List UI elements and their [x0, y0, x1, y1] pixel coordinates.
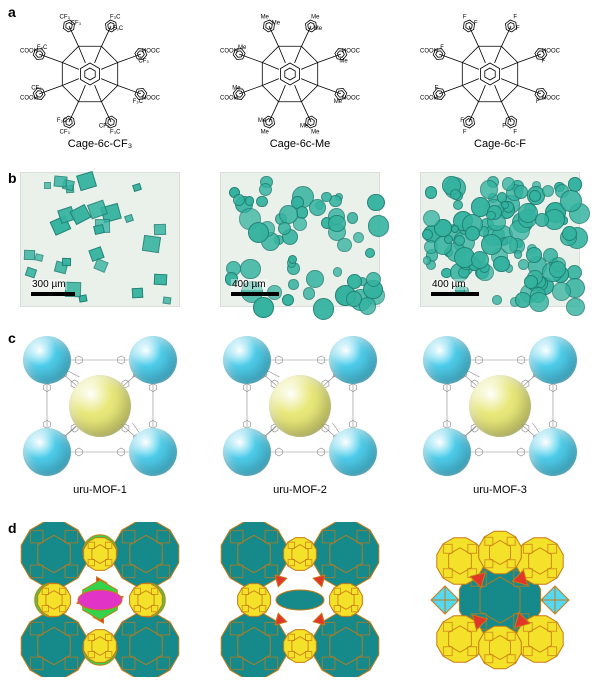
cell-d-1 — [215, 522, 385, 677]
cell-b-0: 300 µm — [20, 172, 180, 307]
svg-text:COOH: COOH — [220, 96, 238, 102]
svg-text:HOOC: HOOC — [142, 96, 161, 102]
svg-text:Me: Me — [334, 99, 343, 105]
svg-text:CF₃: CF₃ — [31, 85, 42, 91]
row-c: uru-MOF-1 uru-MOF-2 uru-MOF-3 — [0, 330, 600, 496]
cell-a-0: HOOCF₃CF₃CCF₃CF₃F₃CCOOHCF₃COOHF₃CCF₃CF₃F… — [15, 4, 185, 150]
scalebar-2: 400 µm — [431, 279, 479, 296]
svg-text:F: F — [516, 26, 520, 32]
caption-a-0: Cage-6c-CF₃ — [68, 138, 132, 150]
svg-text:F: F — [463, 129, 467, 134]
cell-b-1: 400 µm — [220, 172, 380, 307]
svg-text:Me: Me — [238, 45, 247, 51]
caption-c-2: uru-MOF-3 — [473, 484, 527, 496]
svg-text:F: F — [542, 59, 546, 65]
svg-text:Me: Me — [232, 85, 241, 91]
svg-text:F: F — [463, 15, 467, 21]
cell-c-2: uru-MOF-3 — [415, 330, 585, 496]
cell-c-0: uru-MOF-1 — [15, 330, 185, 496]
svg-text:F₃C: F₃C — [110, 129, 121, 134]
svg-text:Me: Me — [258, 118, 267, 124]
row-b: 300 µm 400 µm 400 µm — [0, 172, 600, 307]
svg-text:Me: Me — [339, 59, 348, 65]
svg-text:F: F — [513, 15, 517, 21]
svg-text:CF₃: CF₃ — [99, 124, 110, 130]
svg-text:COOH: COOH — [20, 48, 38, 54]
svg-text:Me: Me — [300, 124, 309, 130]
micrograph-2: 400 µm — [420, 172, 580, 307]
svg-text:HOOC: HOOC — [342, 96, 361, 102]
scalebar-bar — [231, 292, 279, 296]
svg-text:CF₃: CF₃ — [138, 59, 149, 65]
cell-a-1: HOOCMeMeMeMeMeCOOHMeCOOHMeMeMeMeMeHOOCMe… — [215, 4, 385, 150]
scalebar-1: 400 µm — [231, 279, 279, 296]
cell-c-1: uru-MOF-2 — [215, 330, 385, 496]
svg-text:F₃C: F₃C — [133, 99, 144, 105]
svg-text:Me: Me — [261, 15, 270, 21]
scalebar-text: 400 µm — [231, 279, 267, 290]
cell-b-2: 400 µm — [420, 172, 580, 307]
tiling-2 — [415, 522, 585, 677]
svg-text:Me: Me — [314, 26, 323, 32]
chem-structure-0: HOOCF₃CF₃CCF₃CF₃F₃CCOOHCF₃COOHF₃CCF₃CF₃F… — [15, 4, 185, 134]
packing-2 — [415, 330, 585, 480]
svg-text:COOH: COOH — [20, 96, 38, 102]
svg-text:HOOC: HOOC — [142, 48, 161, 54]
micrograph-0: 300 µm — [20, 172, 180, 307]
caption-a-1: Cage-6c-Me — [270, 138, 331, 150]
caption-c-1: uru-MOF-2 — [273, 484, 327, 496]
row-a: HOOCF₃CF₃CCF₃CF₃F₃CCOOHCF₃COOHF₃CCF₃CF₃F… — [0, 4, 600, 150]
svg-text:F: F — [536, 99, 540, 105]
cell-d-0 — [15, 522, 185, 677]
chem-structure-2: HOOCFFFFFCOOHFCOOHFFFFFHOOCF — [415, 4, 585, 134]
scalebar-0: 300 µm — [31, 279, 75, 296]
svg-text:CF₃: CF₃ — [71, 20, 82, 26]
svg-text:CF₃: CF₃ — [60, 15, 71, 21]
svg-text:COOH: COOH — [220, 48, 238, 54]
packing-0 — [15, 330, 185, 480]
svg-text:Me: Me — [272, 20, 281, 26]
svg-text:F₃C: F₃C — [113, 26, 124, 32]
packing-1 — [215, 330, 385, 480]
micrograph-1: 400 µm — [220, 172, 380, 307]
scalebar-bar — [31, 292, 75, 296]
svg-text:HOOC: HOOC — [542, 96, 561, 102]
tiling-0 — [15, 522, 185, 677]
svg-text:F₃C: F₃C — [110, 15, 121, 21]
svg-text:HOOC: HOOC — [542, 48, 561, 54]
svg-text:F₃C: F₃C — [57, 118, 68, 124]
svg-text:Me: Me — [261, 129, 270, 134]
svg-text:CF₃: CF₃ — [60, 129, 71, 134]
scalebar-text: 300 µm — [31, 279, 67, 290]
svg-text:F: F — [513, 129, 517, 134]
chem-structure-1: HOOCMeMeMeMeMeCOOHMeCOOHMeMeMeMeMeHOOCMe — [215, 4, 385, 134]
tiling-1 — [215, 522, 385, 677]
svg-text:HOOC: HOOC — [342, 48, 361, 54]
svg-text:F: F — [435, 85, 439, 91]
svg-text:F: F — [440, 45, 444, 51]
svg-text:F: F — [474, 20, 478, 26]
svg-text:Me: Me — [311, 129, 320, 134]
svg-text:F: F — [460, 118, 464, 124]
caption-a-2: Cage-6c-F — [474, 138, 526, 150]
scalebar-text: 400 µm — [431, 279, 467, 290]
cell-d-2 — [415, 522, 585, 677]
svg-text:Me: Me — [311, 15, 320, 21]
svg-text:COOH: COOH — [420, 96, 438, 102]
caption-c-0: uru-MOF-1 — [73, 484, 127, 496]
svg-text:F: F — [502, 124, 506, 130]
row-d — [0, 522, 600, 677]
svg-text:COOH: COOH — [420, 48, 438, 54]
scalebar-bar — [431, 292, 479, 296]
cell-a-2: HOOCFFFFFCOOHFCOOHFFFFFHOOCF Cage-6c-F — [415, 4, 585, 150]
svg-text:F₃C: F₃C — [37, 45, 48, 51]
